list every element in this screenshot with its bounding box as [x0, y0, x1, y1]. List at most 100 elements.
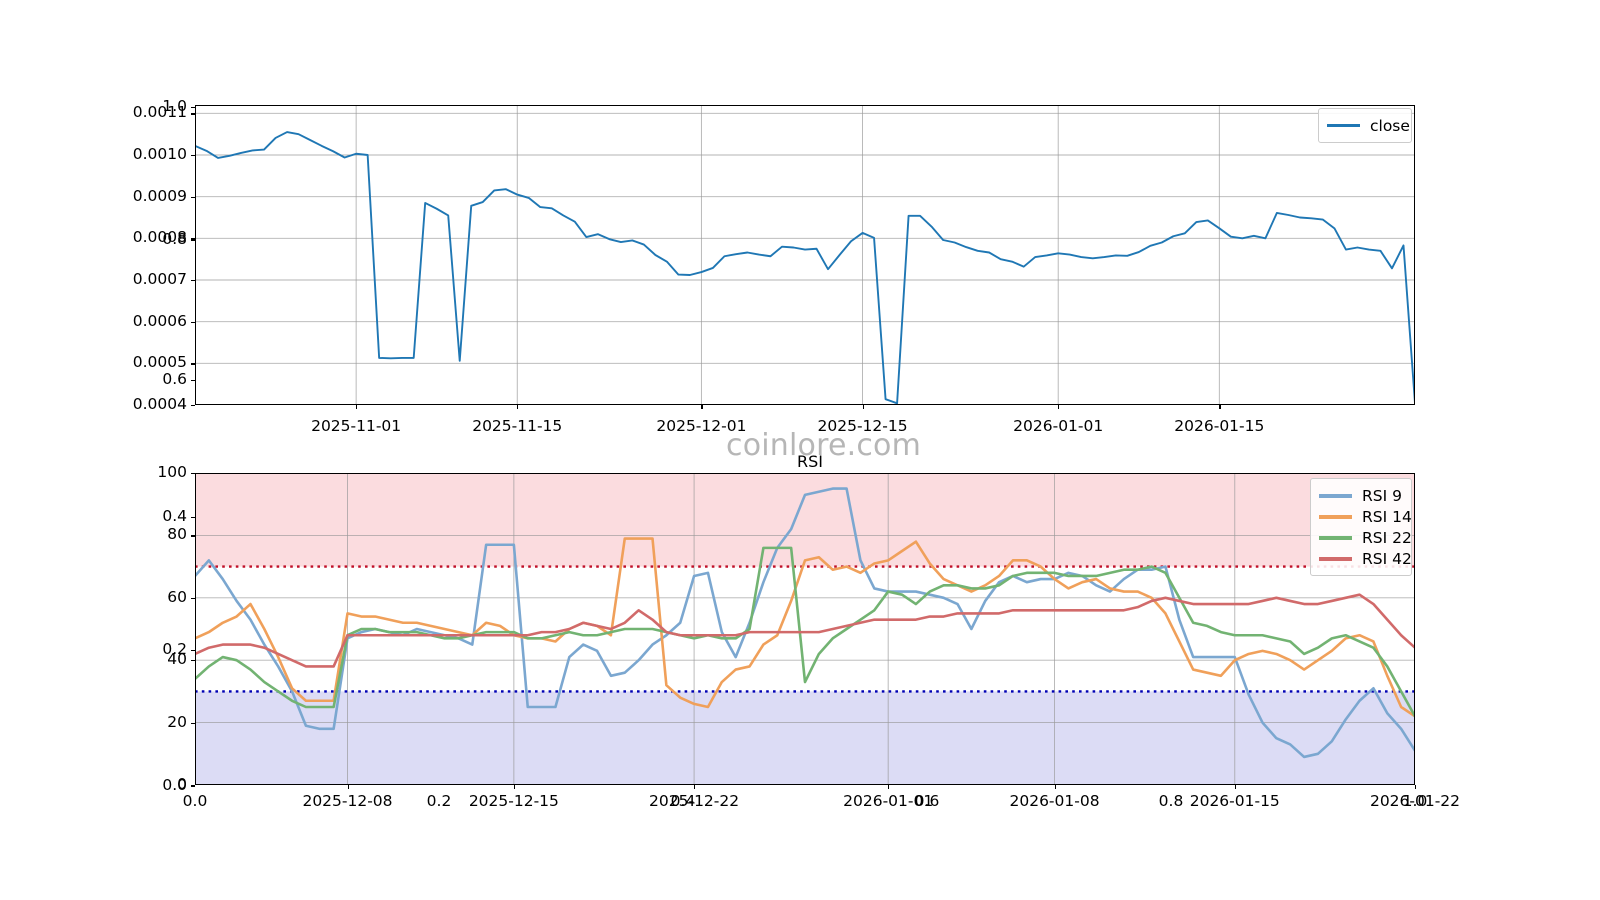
- price-x-tickmark: [1219, 405, 1221, 409]
- price-y-tick: 0.0007: [132, 270, 187, 288]
- price-y-tickmark: [191, 363, 195, 365]
- oversold-band: [195, 691, 1415, 785]
- rsi-plot-area: [195, 473, 1415, 785]
- rsi-x-tick: 2025-12-15: [468, 792, 559, 810]
- price-x-tickmark: [517, 405, 519, 409]
- rsi-line-rsi-22: [195, 546, 1415, 718]
- legend-item-rsi-9[interactable]: RSI 9: [1319, 485, 1402, 506]
- legend-label: RSI 42: [1362, 549, 1412, 568]
- rsi-x-tickmark: [888, 785, 890, 789]
- legend-item-rsi-14[interactable]: RSI 14: [1319, 506, 1412, 527]
- rsi-title: RSI: [797, 452, 823, 471]
- legend-label: close: [1370, 116, 1410, 135]
- price-y-overlay-tickmark: [191, 380, 195, 382]
- watermark: coinlore.com: [726, 428, 922, 463]
- rsi-x-tickmark: [1415, 785, 1417, 789]
- legend-swatch-icon: [1319, 556, 1352, 561]
- rsi-line-rsi-42: [195, 593, 1415, 668]
- rsi-x-overlay-tick: 0.2: [426, 792, 452, 810]
- rsi-y-tick: 100: [157, 463, 187, 481]
- legend-swatch-icon: [1319, 535, 1352, 540]
- price-y-tickmark: [191, 321, 195, 323]
- legend-label: RSI 9: [1362, 486, 1402, 505]
- price-x-tick: 2026-01-15: [1174, 417, 1265, 435]
- price-x-tick: 2026-01-01: [1013, 417, 1104, 435]
- legend-swatch-icon: [1327, 124, 1360, 127]
- rsi-y-tick: 0: [177, 775, 187, 793]
- rsi-x-tick: 2025-12-22: [649, 792, 740, 810]
- price-x-tick: 2025-11-01: [311, 417, 402, 435]
- rsi-x-tick: 2025-12-08: [302, 792, 393, 810]
- price-x-tickmark: [701, 405, 703, 409]
- legend-label: RSI 14: [1362, 507, 1412, 526]
- rsi-y-overlay-tickmark: [191, 786, 195, 788]
- rsi-y-overlay-tick: 0.2: [162, 640, 187, 658]
- rsi-y-tickmark: [191, 597, 195, 599]
- price-x-tickmark: [862, 405, 864, 409]
- rsi-x-tickmark: [1054, 785, 1056, 789]
- legend-item-rsi-42[interactable]: RSI 42: [1319, 548, 1412, 569]
- legend-item-rsi-22[interactable]: RSI 22: [1319, 527, 1412, 548]
- price-y-tick: 0.0005: [132, 353, 187, 372]
- rsi-y-tick: 80: [167, 525, 187, 544]
- rsi-x-tick: 2026-01-08: [1009, 792, 1100, 810]
- rsi-x-overlay-tick: 0.8: [1158, 792, 1184, 810]
- rsi-legend[interactable]: RSI 9 RSI 14 RSI 22 RSI 42: [1310, 478, 1412, 576]
- price-y-tick: 0.0010: [132, 145, 187, 163]
- price-x-tick: 2025-12-15: [817, 417, 908, 435]
- rsi-y-tickmark: [191, 785, 195, 787]
- rsi-x-tickmark: [347, 785, 349, 789]
- rsi-x-overlay-tick: 0.6: [914, 792, 940, 810]
- price-plot-area: [195, 105, 1415, 405]
- rsi-chart-panel: [195, 473, 1415, 785]
- price-y-tick: 0.0008: [132, 228, 187, 247]
- legend-swatch-icon: [1319, 493, 1352, 498]
- overbought-band: [195, 473, 1415, 567]
- rsi-y-overlay-tick: 0.0: [162, 776, 187, 794]
- legend-swatch-icon: [1319, 514, 1352, 519]
- rsi-x-tick: 2026-01-15: [1189, 792, 1280, 810]
- rsi-line-rsi-14: [195, 537, 1415, 718]
- price-y-tickmark: [191, 113, 195, 115]
- rsi-y-overlay-tickmark: [191, 650, 195, 652]
- rsi-x-overlay-tick: 0.0: [182, 792, 208, 810]
- price-y-overlay-tick: 1.0: [162, 97, 187, 115]
- rsi-y-overlay-tickmark: [191, 517, 195, 519]
- price-y-tickmark: [191, 196, 195, 198]
- price-x-tick: 2025-11-15: [472, 417, 563, 435]
- price-x-tick: 2025-12-01: [656, 417, 747, 435]
- price-y-tick: 0.0004: [132, 395, 187, 413]
- price-y-tickmark: [191, 155, 195, 157]
- rsi-y-overlay-tick: 0.4: [162, 507, 187, 525]
- rsi-x-tick: 2026-01-22: [1369, 792, 1461, 810]
- rsi-y-tick: 20: [167, 712, 187, 731]
- price-y-overlay-tickmark: [191, 107, 195, 109]
- price-y-tick: 0.0009: [132, 186, 187, 205]
- price-y-overlay-tick: 0.8: [162, 230, 187, 248]
- price-y-overlay-tickmark: [191, 240, 195, 242]
- rsi-y-tickmark: [191, 722, 195, 724]
- price-y-tickmark: [191, 280, 195, 282]
- price-x-tickmark: [1058, 405, 1060, 409]
- rsi-y-tick: 40: [167, 650, 187, 669]
- close-line: [195, 131, 1415, 405]
- rsi-x-tickmark: [513, 785, 516, 789]
- price-y-overlay-tick: 0.6: [162, 370, 187, 388]
- legend-item-close[interactable]: close: [1327, 115, 1410, 136]
- rsi-y-tick: 60: [167, 587, 187, 606]
- price-chart-panel: [195, 105, 1415, 405]
- rsi-y-tickmark: [191, 535, 195, 537]
- price-legend[interactable]: close: [1318, 108, 1412, 143]
- legend-label: RSI 22: [1362, 528, 1412, 547]
- price-y-tickmark: [191, 405, 195, 407]
- rsi-x-tick: 2026-01-01: [843, 792, 934, 810]
- price-x-tickmark: [356, 405, 358, 409]
- rsi-x-tickmark: [1234, 785, 1236, 789]
- rsi-x-overlay-tick: 1.0: [1402, 792, 1428, 810]
- price-y-tickmark: [191, 238, 195, 240]
- rsi-x-overlay-tick: 0.4: [670, 792, 696, 810]
- price-y-tick: 0.0011: [132, 103, 187, 122]
- price-y-tick: 0.0006: [132, 311, 187, 330]
- rsi-x-tickmark: [694, 785, 696, 789]
